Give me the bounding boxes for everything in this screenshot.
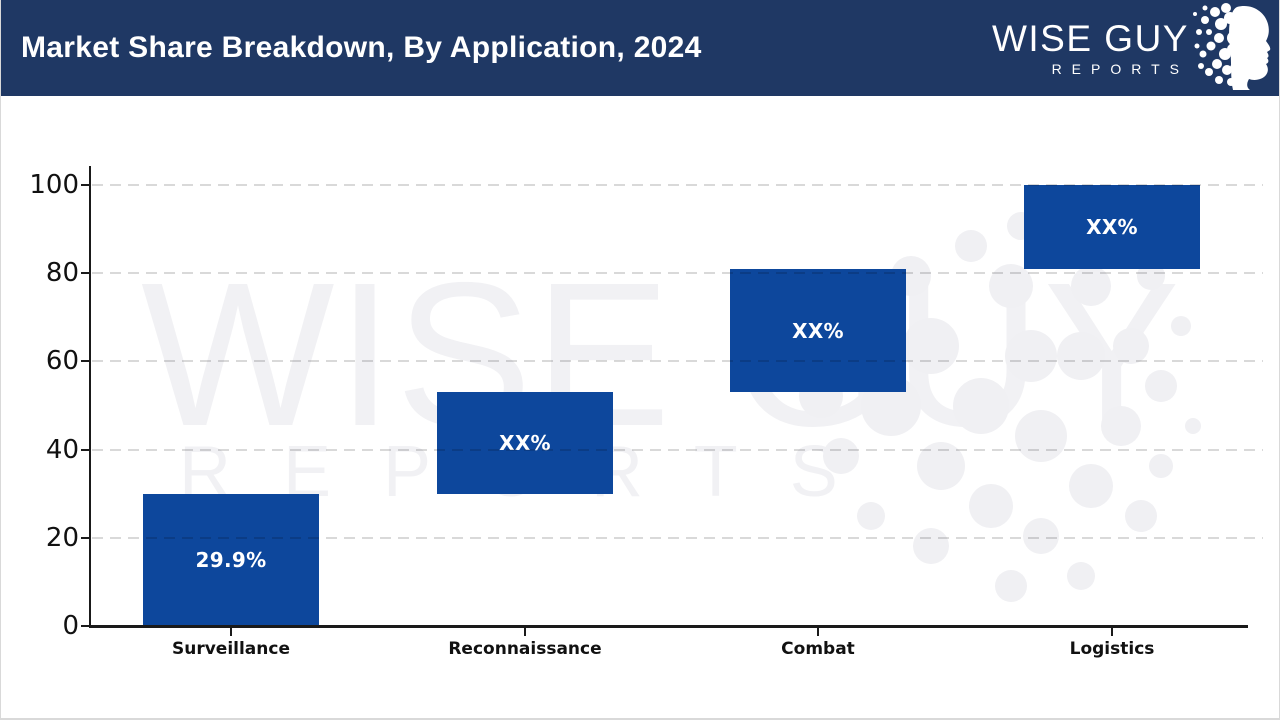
bar-value-label: XX% <box>792 318 844 343</box>
x-tick-mark <box>817 628 819 636</box>
x-tick-mark <box>524 628 526 636</box>
page-title: Market Share Breakdown, By Application, … <box>21 31 702 64</box>
y-gridline <box>92 536 1263 539</box>
y-tick-mark <box>81 272 89 275</box>
bar-segment: 29.9% <box>143 494 319 626</box>
y-tick-mark <box>81 536 89 539</box>
y-tick-label: 20 <box>45 522 79 553</box>
bar-value-label: XX% <box>499 431 551 456</box>
x-tick-mark <box>230 628 232 636</box>
y-tick-label: 40 <box>45 434 79 465</box>
y-tick-label: 60 <box>45 346 79 377</box>
y-tick-label: 0 <box>62 611 79 641</box>
x-category-label: Reconnaissance <box>448 639 602 659</box>
y-tick-mark <box>81 448 89 451</box>
y-tick-mark <box>81 184 89 186</box>
y-gridline <box>92 360 1263 363</box>
bar-value-label: 29.9% <box>195 548 267 573</box>
bar-segment: XX% <box>437 392 613 495</box>
y-tick-mark <box>81 360 89 363</box>
x-category-label: Surveillance <box>171 639 290 659</box>
brand-subname: REPORTS <box>1051 61 1189 77</box>
y-gridline <box>92 184 1263 186</box>
y-axis-line <box>89 166 91 628</box>
bar-value-label: XX% <box>1086 214 1138 239</box>
wise-guy-head-icon <box>1191 2 1275 94</box>
y-gridline <box>92 272 1263 275</box>
brand-logo-text: WISE GUY REPORTS <box>992 20 1189 76</box>
brand-name: WISE GUY <box>991 18 1189 59</box>
bar-segment: XX% <box>730 268 906 393</box>
x-category-label: Logistics <box>1069 639 1155 659</box>
bar-segment: XX% <box>1024 185 1200 269</box>
brand-logo: WISE GUY REPORTS <box>992 2 1275 94</box>
y-tick-label: 100 <box>29 170 79 200</box>
y-tick-label: 80 <box>45 258 79 289</box>
x-tick-mark <box>1111 628 1113 636</box>
y-gridline <box>92 448 1263 451</box>
x-axis-line <box>89 625 1248 628</box>
x-category-label: Combat <box>781 639 855 659</box>
y-tick-mark <box>81 625 89 627</box>
header-bar: Market Share Breakdown, By Application, … <box>1 0 1279 96</box>
